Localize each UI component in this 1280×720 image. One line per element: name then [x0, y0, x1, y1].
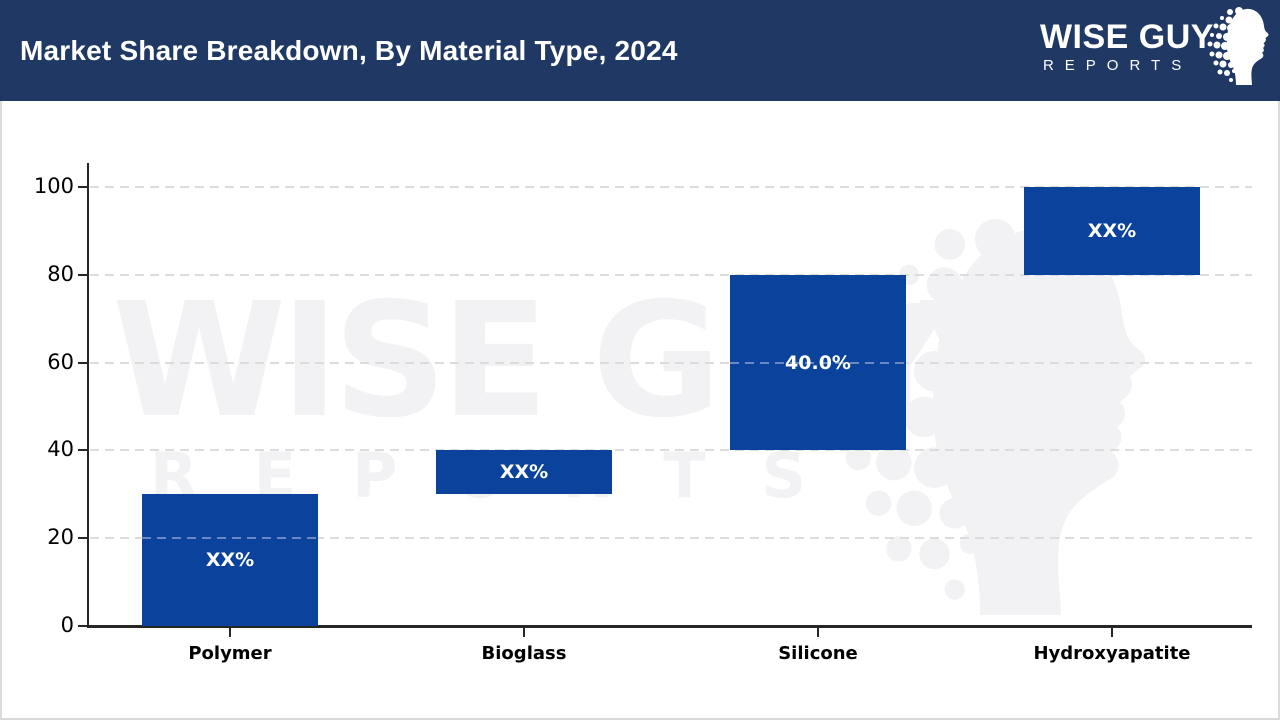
x-category-label: Silicone [778, 643, 858, 664]
y-tick-mark [78, 537, 87, 540]
bar-value-label: XX% [205, 549, 255, 572]
bar-value-label: XX% [499, 461, 549, 484]
brand-face-icon [1207, 7, 1269, 85]
gridline-40 [90, 449, 1252, 452]
y-tick-label: 0 [60, 613, 74, 637]
x-tick-mark [229, 628, 231, 637]
x-category-label: Bioglass [481, 643, 567, 664]
gridline-overlay [730, 361, 906, 364]
y-tick-label: 80 [47, 261, 74, 286]
bar-silicone: 40.0% [730, 274, 906, 451]
bar-bioglass: XX% [436, 450, 612, 495]
page-title: Market Share Breakdown, By Material Type… [20, 34, 678, 66]
y-tick-label: 40 [47, 437, 74, 462]
gridline-20 [90, 537, 1252, 540]
x-tick-mark [1111, 628, 1113, 637]
gridline-80 [90, 273, 1252, 276]
y-tick-label: 100 [33, 174, 74, 198]
y-tick-mark [78, 186, 87, 188]
y-axis-line [87, 163, 89, 628]
bar-polymer: XX% [142, 494, 318, 626]
y-tick-mark [78, 625, 87, 627]
bar-value-label: 40.0% [785, 351, 851, 374]
brand-name: WISE GUY [1039, 18, 1214, 57]
brand-logo-text: WISE GUY REPORTS [1039, 18, 1214, 74]
figure: WISE GUY REPORTS 020406080100XX%PolymerX… [0, 101, 1280, 720]
gridline-100 [90, 186, 1252, 188]
x-tick-mark [523, 628, 525, 637]
header: Market Share Breakdown, By Material Type… [0, 0, 1280, 101]
y-tick-mark [78, 273, 87, 276]
y-tick-mark [78, 449, 87, 452]
x-category-label: Hydroxyapatite [1033, 643, 1191, 664]
x-tick-mark [817, 628, 819, 637]
bar-value-label: XX% [1087, 219, 1137, 242]
y-tick-label: 20 [47, 525, 74, 550]
y-tick-label: 60 [47, 349, 74, 374]
x-category-label: Polymer [188, 643, 272, 664]
brand-logo: WISE GUY REPORTS [1040, 6, 1270, 88]
chart-area: WISE GUY REPORTS 020406080100XX%PolymerX… [2, 101, 1278, 718]
gridline-60 [90, 361, 1252, 364]
bar-hydroxyapatite: XX% [1024, 187, 1200, 275]
brand-tagline: REPORTS [1042, 56, 1193, 74]
y-tick-mark [78, 361, 87, 364]
x-axis-line [87, 625, 1252, 628]
gridline-overlay [142, 537, 318, 540]
